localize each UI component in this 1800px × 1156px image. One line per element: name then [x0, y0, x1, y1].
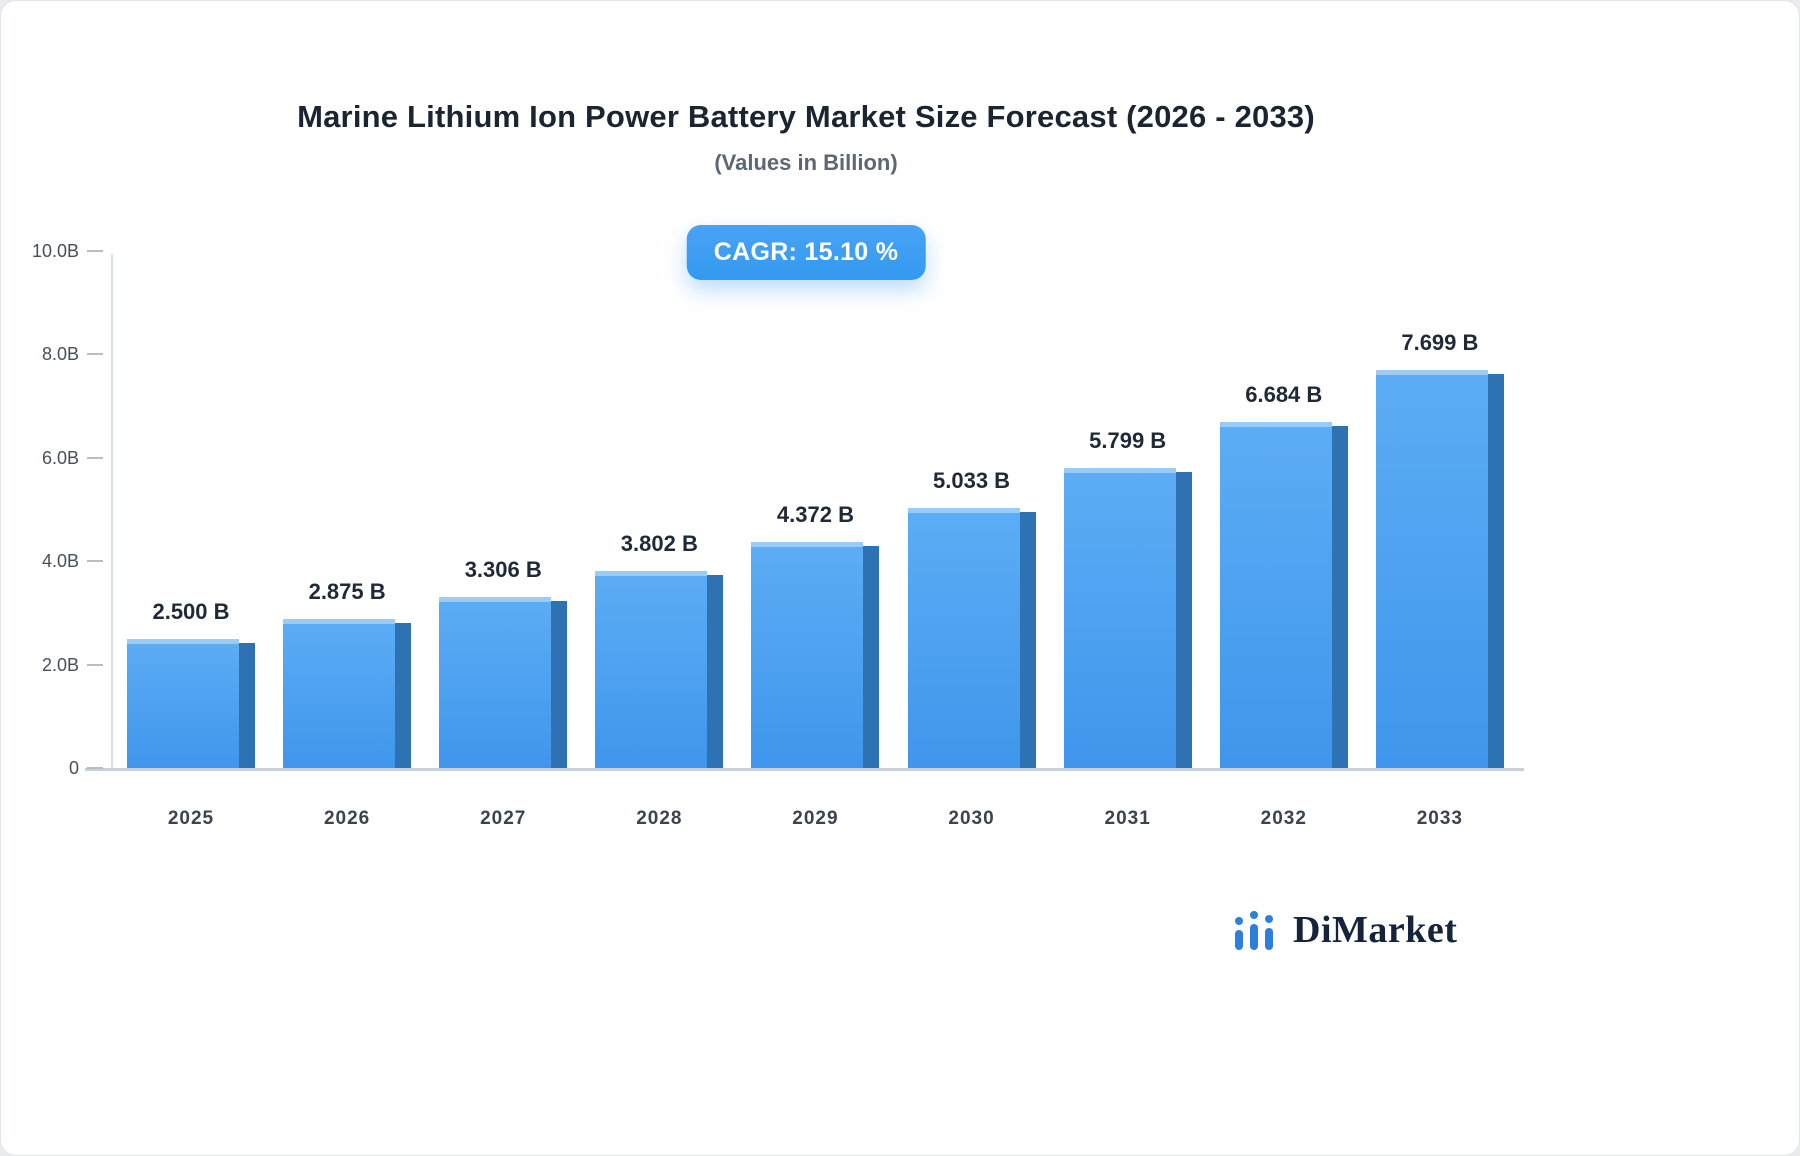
y-tick-label: 8.0B: [41, 344, 79, 365]
bar-value-label: 2.875 B: [308, 579, 386, 605]
bar-side-face: [707, 575, 724, 768]
bar-value-label: 5.033 B: [933, 467, 1011, 493]
bar-top-face: [751, 541, 864, 547]
bar-2026: [283, 619, 412, 768]
bar-side-face: [1175, 472, 1192, 768]
bar-front-face: [907, 507, 1020, 768]
bar-2031: [1063, 468, 1192, 768]
x-axis-label: 2027: [480, 808, 527, 829]
y-tick-mark: [87, 767, 103, 769]
bar-2030: [907, 507, 1036, 768]
bar-value-label: 3.306 B: [464, 557, 542, 583]
bar-side-face: [1019, 511, 1036, 768]
x-axis-label: 2028: [636, 808, 683, 829]
bar-side-face: [551, 601, 568, 768]
bar-front-face: [595, 571, 708, 768]
x-axis-label: 2032: [1260, 808, 1307, 829]
bar-front-face: [283, 619, 396, 768]
bar-value-label: 7.699 B: [1401, 329, 1479, 355]
chart-subtitle: (Values in Billion): [714, 150, 898, 175]
bar-front-face: [1219, 422, 1332, 768]
x-axis-label: 2029: [792, 808, 839, 829]
bar-2025: [127, 638, 255, 768]
x-axis-label: 2031: [1104, 808, 1151, 829]
bar-front-face: [1375, 369, 1488, 768]
bar-side-face: [395, 623, 412, 768]
bar-front-face: [751, 541, 864, 768]
cagr-badge: CAGR: 15.10 %: [686, 225, 926, 280]
bar-2029: [751, 541, 880, 768]
y-axis: 0 2.0B 4.0B 6.0B 8.0B 10.0B: [32, 241, 1516, 778]
bar-2027: [439, 597, 568, 768]
y-tick-mark: [87, 456, 103, 459]
x-axis: 2025 2026 2027 2028 2029 2030 2031 2032 2033: [113, 790, 1516, 830]
x-axis-label: 2033: [1416, 808, 1464, 829]
bar-top-face: [127, 638, 239, 644]
bar-front-face: [1063, 468, 1176, 768]
bar-value-label: 5.799 B: [1089, 428, 1167, 454]
bar-top-face: [1375, 369, 1488, 375]
brand-logo: DiMarket: [1229, 904, 1457, 956]
bar-2032: [1219, 422, 1348, 768]
bar-front-face: [127, 638, 239, 768]
y-tick-label: 2.0B: [41, 654, 79, 675]
brand-name: DiMarket: [1293, 909, 1458, 951]
x-axis-label: 2025: [167, 808, 215, 829]
bar-value-label: 2.500 B: [152, 598, 230, 624]
bar-value-label: 6.684 B: [1245, 382, 1323, 408]
bar-top-face: [907, 507, 1020, 513]
y-tick-mark: [87, 560, 103, 563]
bar-side-face: [1487, 373, 1504, 768]
y-tick-mark: [87, 250, 103, 252]
x-axis-label: 2026: [323, 808, 371, 829]
bar-2028: [595, 571, 724, 768]
bars-container: 2.500 B 2.875 B 3.306 B 3.802 B 4.372 B 5.033…: [113, 254, 1516, 768]
bar-value-label: 4.372 B: [776, 501, 854, 527]
y-tick-mark: [87, 353, 103, 356]
chart-title: Marine Lithium Ion Power Battery Market …: [297, 99, 1315, 134]
y-tick-label: 0: [68, 758, 79, 778]
y-tick-label: 10.0B: [31, 241, 79, 261]
bar-side-face: [1331, 426, 1348, 768]
plot-area: 0 2.0B 4.0B 6.0B 8.0B 10.0B 2.500 B 2.875 B 3.3…: [32, 241, 1524, 829]
y-tick-label: 6.0B: [41, 447, 79, 468]
bar-side-face: [863, 545, 880, 768]
bar-top-face: [1063, 468, 1176, 474]
y-tick-mark: [87, 663, 103, 666]
bar-top-face: [595, 571, 708, 577]
x-axis-label: 2030: [948, 808, 995, 829]
bar-2033: [1375, 369, 1504, 768]
bar-value-label: 3.802 B: [620, 531, 698, 557]
y-tick-label: 4.0B: [41, 551, 79, 572]
bar-top-face: [1219, 422, 1332, 428]
bar-top-face: [283, 619, 396, 625]
bar-front-face: [439, 597, 552, 768]
bar-chart-icon: [1235, 911, 1273, 950]
bar-side-face: [239, 642, 255, 768]
bar-top-face: [439, 597, 552, 603]
